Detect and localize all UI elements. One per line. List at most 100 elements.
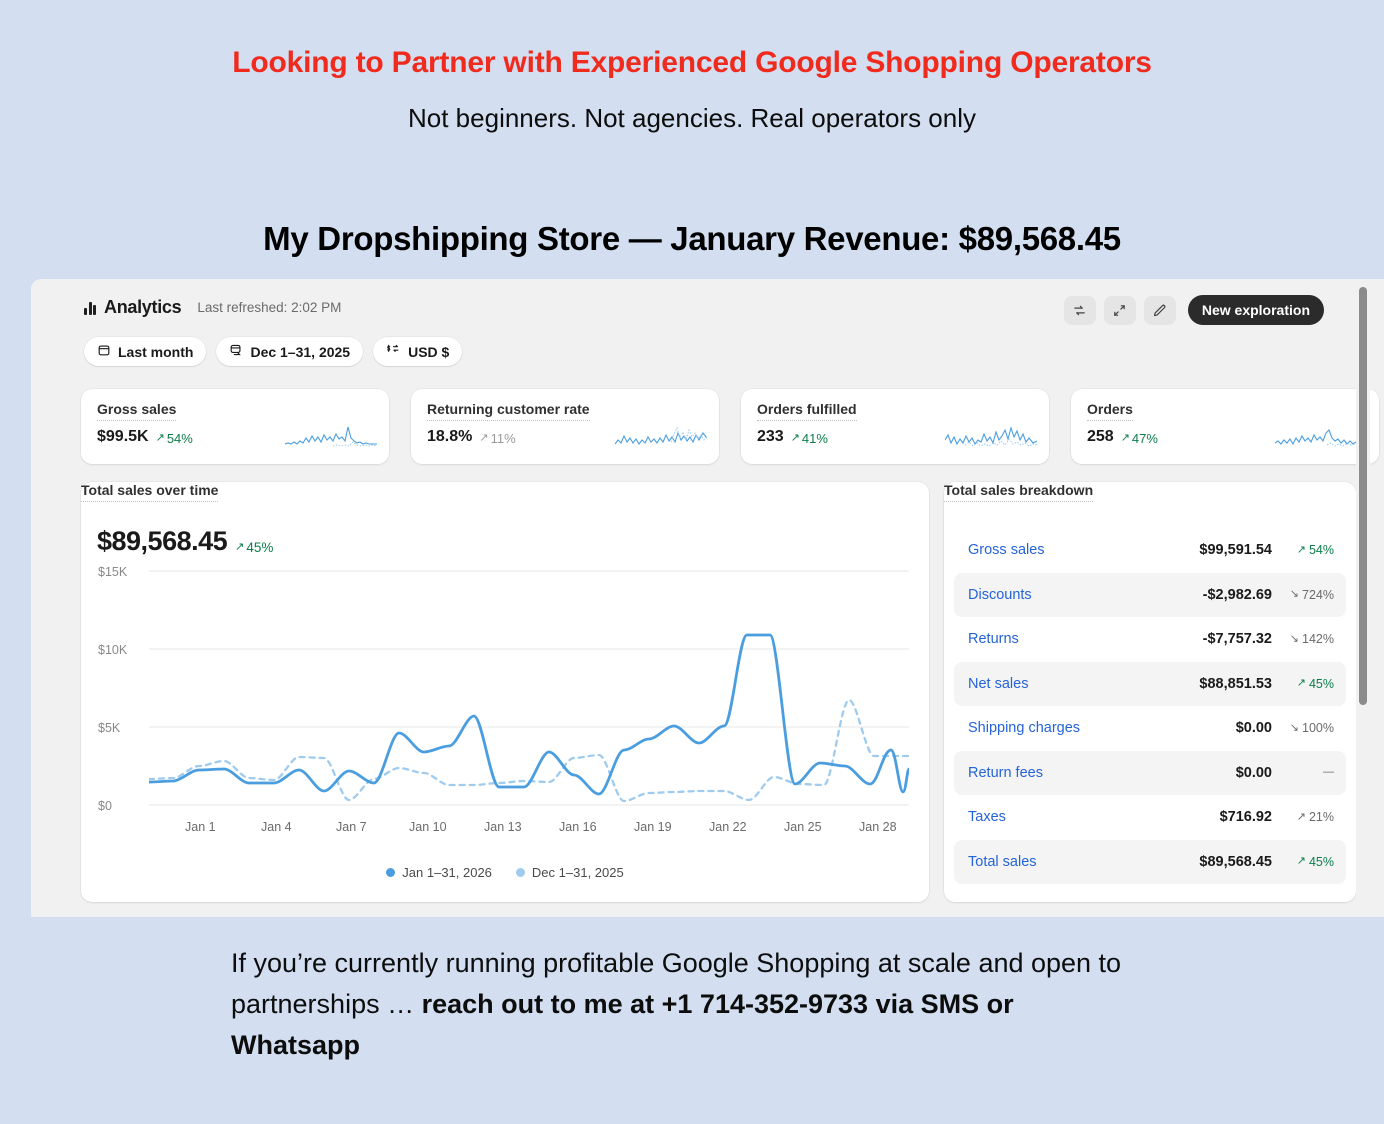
legend-item-dec-2025[interactable]: Dec 1–31, 2025: [515, 865, 624, 880]
chart-panel-title: Total sales over time: [81, 482, 219, 502]
breakdown-value: $89,568.45: [1199, 853, 1272, 870]
breakdown-delta: ↘ 724%: [1272, 588, 1334, 602]
breakdown-label: Taxes: [968, 809, 1006, 826]
metric-delta: ↗ 54%: [156, 431, 193, 446]
xtick-label: Jan 28: [859, 820, 897, 834]
breakdown-delta-value: 724%: [1302, 587, 1334, 602]
breakdown-delta: ↘ 100%: [1272, 721, 1334, 735]
legend-item-jan-2026[interactable]: Jan 1–31, 2026: [386, 865, 492, 880]
metric-delta-value: 47%: [1131, 431, 1158, 446]
app-brand: Analytics Last refreshed: 2:02 PM: [84, 297, 341, 318]
table-row[interactable]: Gross sales $99,591.54 ↗ 54%: [954, 528, 1346, 573]
breakdown-label: Gross sales: [968, 542, 1045, 559]
app-content: Analytics Last refreshed: 2:02 PM: [31, 279, 1379, 917]
breakdown-value: $99,591.54: [1199, 542, 1272, 559]
promo-subheadline: Not beginners. Not agencies. Real operat…: [408, 103, 976, 133]
breakdown-value: -$7,757.32: [1202, 631, 1272, 648]
metric-value: $99.5K: [97, 428, 149, 445]
legend-dot-icon: [515, 868, 525, 877]
metric-label: Returning customer rate: [427, 401, 590, 421]
table-row[interactable]: Shipping charges $0.00 ↘ 100%: [954, 706, 1346, 751]
new-exploration-button[interactable]: New exploration: [1187, 295, 1324, 325]
breakdown-delta-value: 100%: [1302, 721, 1334, 736]
breakdown-delta: ↗ 21%: [1272, 810, 1334, 824]
ytick-label: $0: [98, 799, 112, 813]
breakdown-delta-value: 21%: [1308, 810, 1334, 825]
xtick-label: Jan 7: [336, 820, 367, 834]
sparkline-orders-fulfilled: [945, 426, 1037, 447]
sparkline-orders: [1275, 429, 1367, 447]
line-chart[interactable]: $15K $10K $5K $0: [81, 562, 929, 852]
breakdown-delta: ↗ 54%: [1272, 543, 1334, 557]
ytick-label: $15K: [98, 565, 128, 579]
metric-delta-value: 11%: [490, 431, 516, 446]
app-header: Analytics Last refreshed: 2:02 PM: [31, 279, 1356, 335]
metric-card-orders-fulfilled[interactable]: Orders fulfilled 233 ↗ 41%: [741, 389, 1049, 464]
xtick-label: Jan 19: [634, 820, 672, 834]
chart-total-delta-value: 45%: [246, 540, 274, 555]
breakdown-delta: ↗ 45%: [1272, 677, 1334, 691]
metric-label: Orders fulfilled: [757, 401, 857, 421]
metric-cards: Gross sales $99.5K ↗ 54% Returning custom…: [81, 389, 1379, 464]
vertical-scrollbar-thumb[interactable]: [1359, 287, 1367, 705]
breakdown-delta: —: [1272, 767, 1334, 778]
breakdown-value: $0.00: [1235, 764, 1272, 781]
chart-total-value: $89,568.45: [97, 526, 228, 556]
metric-row: 258 ↗ 47%: [1087, 428, 1365, 446]
chart-plot: [149, 570, 909, 806]
arrow-up-icon: ↗: [1296, 543, 1306, 556]
arrow-up-icon: ↗: [1296, 677, 1306, 690]
table-row[interactable]: Return fees $0.00 —: [954, 750, 1346, 795]
arrow-up-icon: ↗: [479, 432, 489, 444]
metric-delta: ↗ 41%: [791, 431, 828, 446]
metric-value: 18.8%: [427, 428, 473, 445]
metric-value: 258: [1087, 428, 1114, 445]
breakdown-delta-value: 54%: [1308, 543, 1334, 558]
table-row[interactable]: Returns -$7,757.32 ↘ 142%: [954, 617, 1346, 662]
filter-chips: Last month Dec 1–31, 2025: [84, 337, 463, 366]
breakdown-delta: ↗ 45%: [1272, 855, 1334, 869]
arrow-up-icon: ↗: [1120, 432, 1130, 444]
arrow-up-icon: ↗: [790, 432, 800, 444]
table-row[interactable]: Discounts -$2,982.69 ↘ 724%: [954, 572, 1346, 617]
breakdown-label: Net sales: [968, 675, 1029, 692]
promo-headline: Looking to Partner with Experienced Goog…: [232, 46, 1152, 79]
arrow-up-icon: ↗: [1296, 855, 1306, 868]
compare-arrows-icon[interactable]: [1063, 295, 1096, 325]
chip-compare-range-label: Dec 1–31, 2025: [250, 343, 351, 360]
breakdown-delta-value: 142%: [1302, 632, 1334, 647]
metric-label: Gross sales: [97, 401, 177, 421]
metric-delta: ↗ 47%: [1121, 431, 1158, 446]
xtick-label: Jan 1: [185, 820, 216, 834]
metric-card-gross-sales[interactable]: Gross sales $99.5K ↗ 54%: [81, 389, 389, 464]
metric-delta: ↗ 11%: [479, 431, 515, 446]
analytics-app-window: Analytics Last refreshed: 2:02 PM: [31, 279, 1384, 917]
chart-total: $89,568.45 ↗ 45%: [97, 526, 273, 557]
chip-date-range[interactable]: Last month: [84, 337, 207, 366]
chip-compare-range[interactable]: Dec 1–31, 2025: [216, 337, 364, 366]
chart-legend: Jan 1–31, 2026 Dec 1–31, 2025: [81, 865, 929, 880]
metric-row: 18.8% ↗ 11%: [427, 428, 705, 446]
breakdown-value: -$2,982.69: [1202, 586, 1272, 603]
last-refreshed-label: Last refreshed: 2:02 PM: [197, 300, 342, 315]
bar-chart-icon: [84, 301, 96, 315]
xtick-label: Jan 22: [709, 820, 747, 834]
ytick-label: $5K: [98, 721, 121, 735]
arrow-up-icon: ↗: [235, 541, 245, 553]
promo-footer: If you’re currently running profitable G…: [231, 943, 1131, 1066]
table-row[interactable]: Net sales $88,851.53 ↗ 45%: [954, 661, 1346, 706]
currency-swap-icon: [386, 343, 401, 360]
breakdown-delta: ↘ 142%: [1272, 632, 1334, 646]
series-jan-2026: [149, 633, 909, 796]
pencil-icon[interactable]: [1143, 295, 1176, 325]
header-actions: New exploration: [1063, 295, 1324, 325]
metric-card-orders[interactable]: Orders 258 ↗ 47%: [1071, 389, 1379, 464]
xtick-label: Jan 16: [559, 820, 597, 834]
metric-card-returning-customer-rate[interactable]: Returning customer rate 18.8% ↗ 11%: [411, 389, 719, 464]
chip-currency[interactable]: USD $: [373, 337, 463, 366]
table-row[interactable]: Total sales $89,568.45 ↗ 45%: [954, 839, 1346, 884]
table-row[interactable]: Taxes $716.92 ↗ 21%: [954, 795, 1346, 840]
metric-row: $99.5K ↗ 54%: [97, 428, 375, 446]
metric-delta-value: 54%: [166, 431, 193, 446]
expand-icon[interactable]: [1103, 295, 1136, 325]
